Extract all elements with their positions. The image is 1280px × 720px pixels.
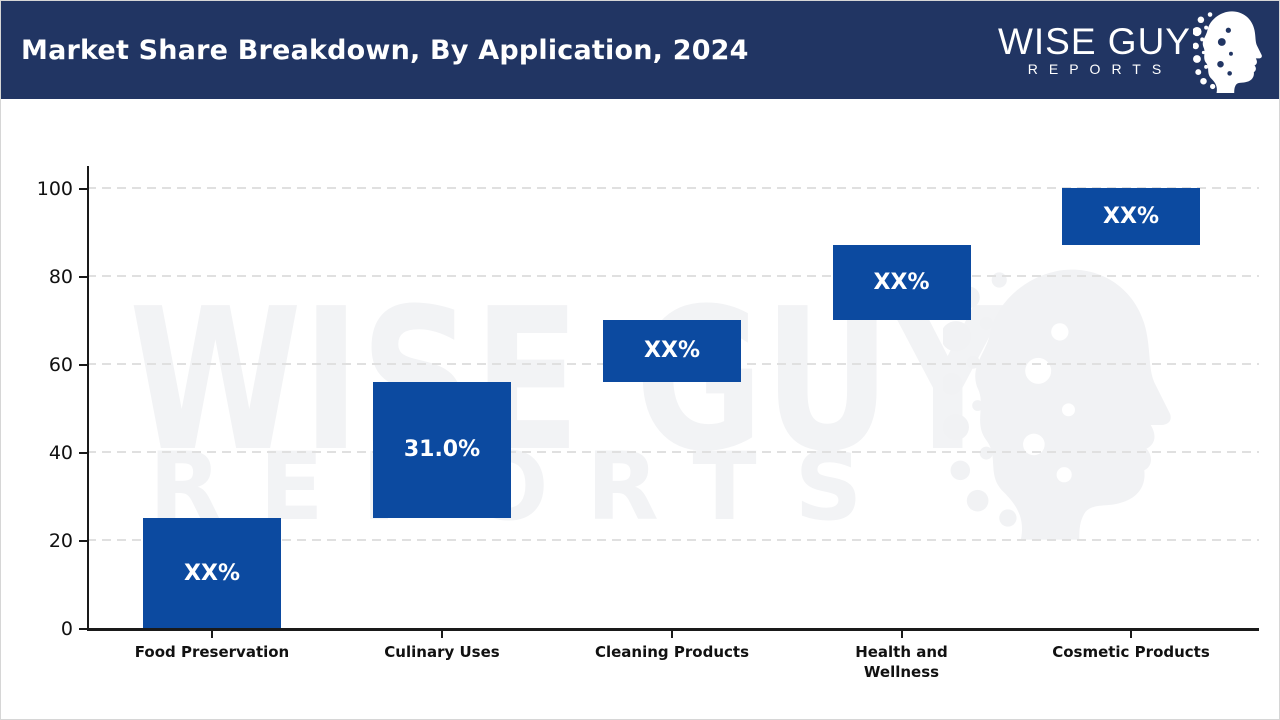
bar-health-and-wellness: XX% [832,245,971,320]
logo-wordmark: WISE GUY [997,20,1191,62]
bar-food-preservation: XX% [143,518,281,628]
wise-guy-reports-logo: WISE GUY REPORTS [998,8,1265,93]
y-tick-20 [79,540,87,542]
x-tick-3 [900,631,903,638]
y-tick-label-20: 20 [48,530,73,552]
bar-value-label: 31.0% [403,437,481,463]
gridline-20 [87,539,1259,541]
bar-cleaning-products: XX% [603,320,741,382]
y-tick-label-40: 40 [48,442,73,464]
x-axis [87,628,1259,631]
bar-value-label: XX% [184,560,240,586]
x-tick-label-4: Cosmetic Products [1052,643,1210,661]
y-tick-60 [79,364,87,366]
y-tick-label-100: 100 [36,178,73,200]
x-tick-1 [441,631,443,638]
page-title: Market Share Breakdown, By Application, … [21,34,749,66]
gridline-80 [87,275,1259,277]
bar-value-label: XX% [1103,204,1159,230]
y-tick-label-0: 0 [60,618,73,640]
bar-culinary-uses: 31.0% [373,381,511,518]
x-tick-2 [671,631,673,638]
x-tick-label-0: Food Preservation [134,643,290,661]
y-tick-label-60: 60 [48,354,73,376]
y-tick-0 [79,628,87,630]
bar-value-label: XX% [644,338,700,364]
x-tick-label-2: Cleaning Products [594,643,749,661]
y-tick-80 [79,276,87,278]
x-tick-label-3: Health and Wellness [855,643,948,681]
logo-head-icon [1193,8,1265,93]
gridline-100 [87,187,1259,189]
bar-value-label: XX% [873,270,930,296]
y-tick-40 [79,452,87,454]
logo-text: WISE GUY REPORTS [997,20,1191,78]
logo-subtitle: REPORTS [1027,61,1173,78]
header: Market Share Breakdown, By Application, … [1,1,1279,99]
y-tick-100 [79,188,87,190]
x-tick-0 [211,631,213,638]
y-axis [87,166,89,631]
y-tick-label-80: 80 [48,266,73,288]
bar-cosmetic-products: XX% [1062,188,1200,246]
x-tick-4 [1130,631,1132,638]
gridline-40 [87,451,1259,453]
x-tick-label-1: Culinary Uses [384,643,500,661]
